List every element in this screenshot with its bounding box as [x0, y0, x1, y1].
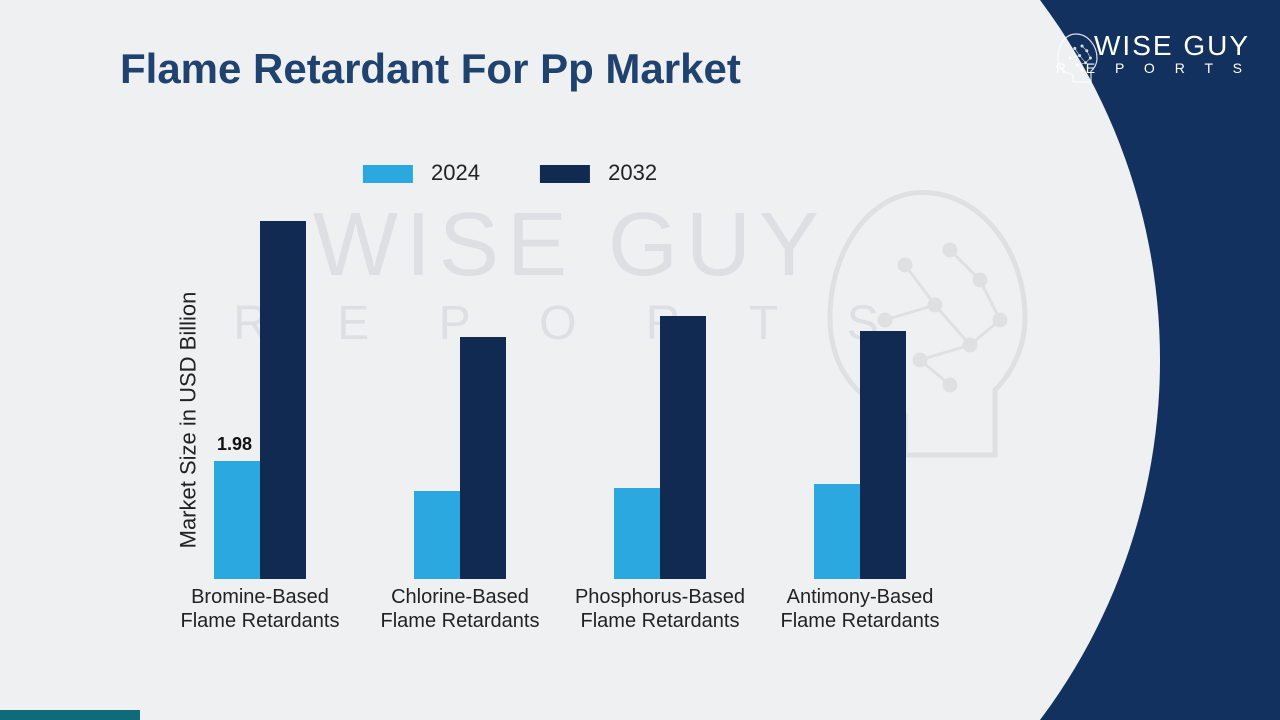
legend-item-2032: 2032 [540, 160, 657, 186]
bar-2024 [614, 488, 660, 579]
bar-group [414, 337, 506, 579]
legend-label-2024: 2024 [431, 160, 480, 185]
legend-item-2024: 2024 [363, 160, 480, 186]
bar-2032 [860, 331, 906, 579]
bar-group [814, 331, 906, 579]
legend: 2024 2032 [363, 160, 657, 186]
x-label-0: Bromine-Based Flame Retardants [160, 585, 360, 633]
x-axis-labels: Bromine-Based Flame Retardants Chlorine-… [160, 585, 960, 633]
chart: Market Size in USD Billion 2024 2032 1.9… [60, 160, 960, 680]
bar-2024 [414, 491, 460, 579]
bar-2032 [260, 221, 306, 579]
plot-area: 1.98 [160, 210, 960, 580]
bar-2024 [814, 484, 860, 579]
bottom-accent-bar [0, 710, 140, 720]
x-label-3: Antimony-Based Flame Retardants [760, 585, 960, 633]
legend-swatch-2032 [540, 165, 590, 183]
legend-label-2032: 2032 [608, 160, 657, 185]
page: WISE GUY R E P O R T S Flame Retardant F… [0, 0, 1280, 720]
bar-2032 [660, 316, 706, 579]
bar-2032 [460, 337, 506, 579]
bar-2024 [214, 461, 260, 579]
bar-group [214, 221, 306, 579]
page-title: Flame Retardant For Pp Market [120, 45, 741, 93]
bar-value-label: 1.98 [217, 434, 252, 455]
x-label-2: Phosphorus-Based Flame Retardants [560, 585, 760, 633]
x-label-1: Chlorine-Based Flame Retardants [360, 585, 560, 633]
bar-group [614, 316, 706, 579]
legend-swatch-2024 [363, 165, 413, 183]
brand-head-icon [1040, 28, 1100, 88]
